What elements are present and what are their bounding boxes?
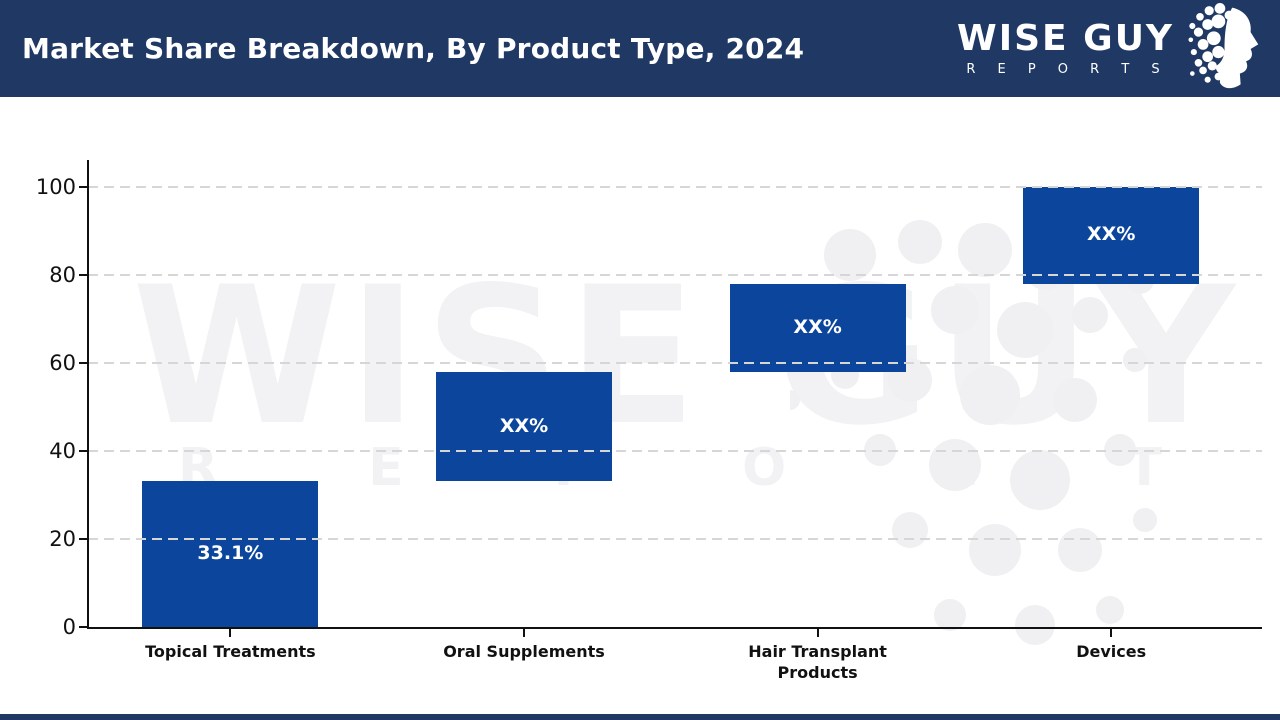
bar-value-label: 33.1% <box>197 542 264 565</box>
y-tick-mark <box>79 538 88 540</box>
header-bar: Market Share Breakdown, By Product Type,… <box>0 0 1280 97</box>
x-tick-label: Devices <box>1076 642 1147 661</box>
x-tick-label: Topical Treatments <box>145 642 316 661</box>
x-tick-mark <box>1110 629 1113 637</box>
brand-logo: WISE GUY R E P O R T S <box>956 2 1270 95</box>
watermark-face-dots-icon <box>790 220 1157 645</box>
y-tick-mark <box>79 274 88 276</box>
x-axis-line <box>87 627 1262 629</box>
y-tick-mark <box>79 450 88 452</box>
y-tick-label: 100 <box>35 175 76 199</box>
brand-subname: R E P O R T S <box>966 62 1169 77</box>
bar-value-label: XX% <box>1087 223 1136 246</box>
y-tick-label: 40 <box>49 439 76 463</box>
y-tick-mark <box>79 626 88 628</box>
watermark-text-2: R E P O R T S <box>178 438 1280 498</box>
watermark-text-1: WISE GUY <box>132 246 1241 467</box>
bar-topical-treatments <box>142 481 319 627</box>
bar-value-label: XX% <box>499 414 549 437</box>
x-tick-label: Oral Supplements <box>443 642 605 661</box>
brand-logo-text: WISE GUY R E P O R T S <box>956 18 1174 77</box>
x-tick-label: Hair Transplant Products <box>748 642 887 682</box>
y-axis-line <box>87 160 89 629</box>
y-gridline <box>88 274 1262 276</box>
bar-devices <box>1023 187 1200 284</box>
bar-hair-transplant-products <box>729 283 906 372</box>
bar-value-label: XX% <box>793 315 842 338</box>
y-gridline <box>88 450 1262 452</box>
x-tick-mark <box>229 629 232 637</box>
brand-face-icon <box>1188 2 1259 88</box>
y-gridline <box>88 186 1262 188</box>
x-tick-mark <box>816 629 819 637</box>
footer-bar <box>0 714 1280 720</box>
brand-name: WISE GUY <box>956 18 1174 59</box>
page-title: Market Share Breakdown, By Product Type,… <box>22 32 805 65</box>
chart-area: 0 20 40 60 80 100 33.1% Topical Treatments XX% Or… <box>0 97 1280 714</box>
y-tick-label: 80 <box>49 263 76 287</box>
y-gridline <box>88 362 1262 364</box>
y-tick-mark <box>79 362 88 364</box>
y-tick-label: 0 <box>62 615 76 639</box>
x-tick-mark <box>523 629 525 637</box>
bar-oral-supplements <box>436 371 612 482</box>
y-tick-mark <box>79 186 88 188</box>
y-tick-label: 20 <box>49 527 76 551</box>
y-gridline <box>88 538 1262 540</box>
y-tick-label: 60 <box>49 351 76 375</box>
